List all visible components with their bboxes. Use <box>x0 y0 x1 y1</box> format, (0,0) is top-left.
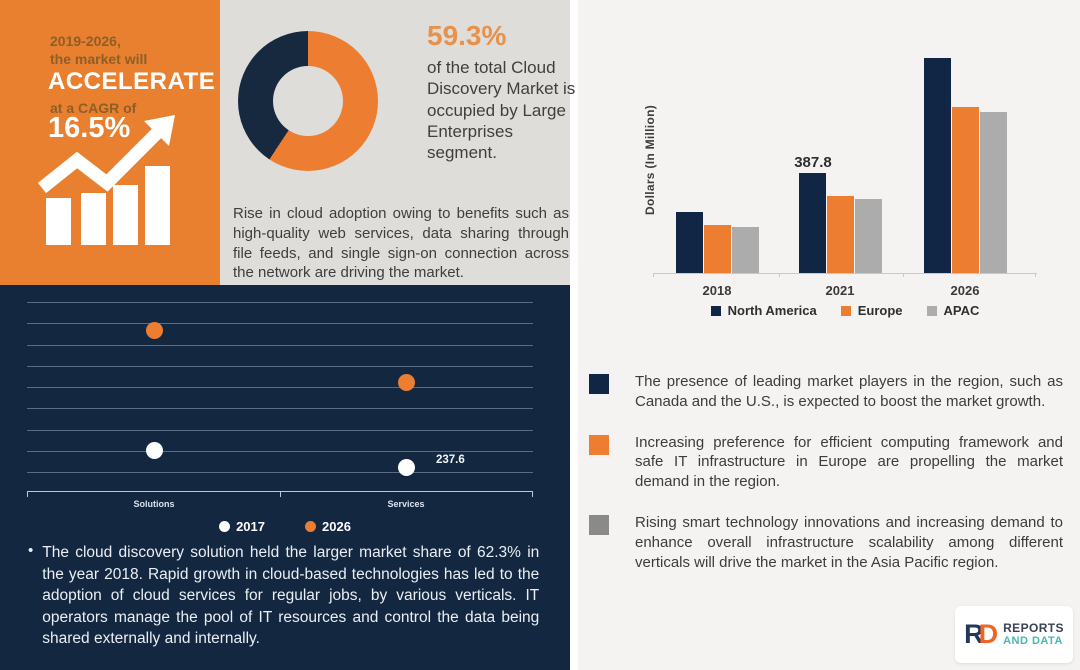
legend-label: 2026 <box>322 519 351 534</box>
gridline <box>27 344 533 346</box>
bullet-swatch <box>589 514 609 535</box>
bar-europe-2018 <box>704 224 731 273</box>
legend-swatch <box>305 521 316 532</box>
market-share-note: • The cloud discovery solution held the … <box>28 542 542 650</box>
logo-name-top: REPORTS <box>1003 621 1064 635</box>
legend-swatch <box>926 305 937 316</box>
segment-panel: 237.6 Solutions Services 2017 2026 • The … <box>0 285 570 670</box>
gridline <box>27 450 533 452</box>
cagr-panel: 2019-2026, the market will ACCELERATE at… <box>0 0 220 285</box>
donut-description: of the total Cloud Discovery Market is o… <box>427 58 576 163</box>
growth-chart-icon <box>38 115 175 245</box>
bar-europe-2021 <box>827 195 854 273</box>
bar-apac-2018 <box>732 226 759 273</box>
logo-mark-r: R <box>964 619 983 649</box>
gridline <box>27 323 533 325</box>
cagr-accelerate-text: ACCELERATE <box>48 68 216 95</box>
donut-percentage: 59.3% <box>427 20 507 51</box>
bullet-glyph: • <box>28 542 34 559</box>
dot-2017-solutions <box>145 441 163 459</box>
gridline <box>27 302 533 303</box>
bar-axis-tick <box>1035 273 1036 277</box>
dot-plot: 237.6 <box>27 297 533 497</box>
dot-category-services: Services <box>387 499 425 509</box>
market-share-text: The cloud discovery solution held the la… <box>42 544 540 647</box>
dot-axis-line <box>27 491 533 492</box>
dot-2026-services <box>397 374 415 392</box>
bar-axis-tick <box>653 273 654 277</box>
gridline <box>27 429 533 431</box>
dot-axis-tick <box>280 492 281 497</box>
cagr-label: at a CAGR of <box>50 100 137 116</box>
bar-category-2026: 2026 <box>950 283 980 298</box>
legend-label: Europe <box>857 303 903 318</box>
legend-swatch <box>710 305 721 316</box>
logo-name-bottom: AND DATA <box>1003 635 1063 647</box>
legend-item-north-america: North America <box>710 303 817 318</box>
bar-north-america-2018 <box>676 211 703 273</box>
legend-item-europe: Europe <box>840 303 903 318</box>
legend-label: APAC <box>943 303 980 318</box>
bar-legend: North America Europe APAC <box>653 303 1037 318</box>
gridline <box>27 365 533 367</box>
gridline <box>27 387 533 388</box>
bullet-text: Increasing preference for efficient comp… <box>635 433 1063 491</box>
bar-category-2021: 2021 <box>825 283 855 298</box>
region-bullet-2: Rising smart technology innovations and … <box>589 513 1069 572</box>
bullet-text: The presence of leading market players i… <box>635 373 1063 410</box>
legend-label: North America <box>727 303 817 318</box>
legend-swatch <box>840 305 851 316</box>
dot-axis-tick <box>27 492 28 497</box>
donut-chart <box>238 31 378 171</box>
bar-data-label: 387.8 <box>794 153 832 171</box>
gridline <box>27 408 533 410</box>
dot-2017-services <box>397 459 415 477</box>
bullet-swatch <box>589 374 609 394</box>
donut-hole <box>273 66 343 136</box>
gridline <box>27 472 533 473</box>
bar-north-america-2026 <box>924 57 951 273</box>
logo-wordmark: REPORTS AND DATA <box>1003 622 1064 647</box>
dot-legend: 2017 2026 <box>0 519 570 534</box>
donut-panel: 59.3% of the total Cloud Discovery Marke… <box>220 0 575 285</box>
bullet-swatch <box>589 434 609 455</box>
bar-europe-2026 <box>952 107 979 273</box>
bullet-text: Rising smart technology innovations and … <box>635 513 1063 571</box>
legend-swatch <box>219 521 231 532</box>
cloud-adoption-note: Rise in cloud adoption owing to benefits… <box>233 205 569 282</box>
bar-apac-2026 <box>980 112 1007 273</box>
bar-category-2018: 2018 <box>702 283 732 298</box>
region-bullets: The presence of leading market players i… <box>589 372 1069 593</box>
legend-item-2026: 2026 <box>305 519 351 534</box>
cagr-rate-value: 16.5% <box>48 112 131 144</box>
legend-label: 2017 <box>236 519 265 534</box>
bar-axis-tick <box>779 273 780 277</box>
bar-axis-tick <box>903 273 904 277</box>
regional-panel: Dollars (In Million) 2018 2021 2026 387.8 N… <box>578 0 1080 670</box>
region-bullet-1: Increasing preference for efficient comp… <box>589 433 1069 492</box>
dot-2026-solutions <box>145 321 163 339</box>
dot-axis-tick <box>532 492 533 497</box>
reports-and-data-logo: R D REPORTS AND DATA <box>955 606 1073 663</box>
region-bullet-0: The presence of leading market players i… <box>589 372 1069 412</box>
cagr-period: 2019-2026, <box>50 33 121 49</box>
legend-item-2017: 2017 <box>219 519 265 534</box>
cagr-lead-text: the market will <box>50 51 148 67</box>
logo-mark-d: D <box>978 619 999 649</box>
legend-item-apac: APAC <box>926 303 980 318</box>
dot-category-solutions: Solutions <box>133 499 175 509</box>
dot-data-label: 237.6 <box>436 453 465 466</box>
bar-plot: 2018 2021 2026 387.8 <box>653 45 1037 298</box>
bar-north-america-2021 <box>799 172 826 273</box>
bar-apac-2021 <box>855 198 882 273</box>
